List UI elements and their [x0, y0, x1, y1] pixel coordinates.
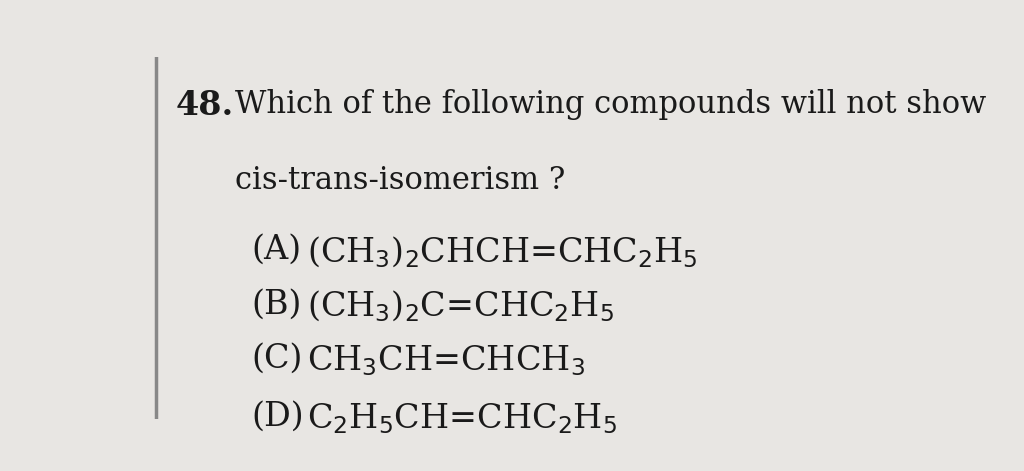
- Text: (A): (A): [251, 234, 301, 266]
- Text: Which of the following compounds will not show: Which of the following compounds will no…: [236, 89, 986, 120]
- Text: C$_2$H$_5$CH=CHC$_2$H$_5$: C$_2$H$_5$CH=CHC$_2$H$_5$: [306, 401, 616, 436]
- Text: (CH$_3$)$_2$C=CHC$_2$H$_5$: (CH$_3$)$_2$C=CHC$_2$H$_5$: [306, 289, 613, 324]
- Text: cis-trans-isomerism ?: cis-trans-isomerism ?: [236, 165, 565, 196]
- Text: (C): (C): [251, 343, 302, 375]
- Text: (B): (B): [251, 289, 301, 321]
- Text: 48.: 48.: [176, 89, 233, 122]
- Text: CH$_3$CH=CHCH$_3$: CH$_3$CH=CHCH$_3$: [306, 343, 585, 378]
- Text: (D): (D): [251, 401, 304, 433]
- Text: (CH$_3$)$_2$CHCH=CHC$_2$H$_5$: (CH$_3$)$_2$CHCH=CHC$_2$H$_5$: [306, 234, 697, 269]
